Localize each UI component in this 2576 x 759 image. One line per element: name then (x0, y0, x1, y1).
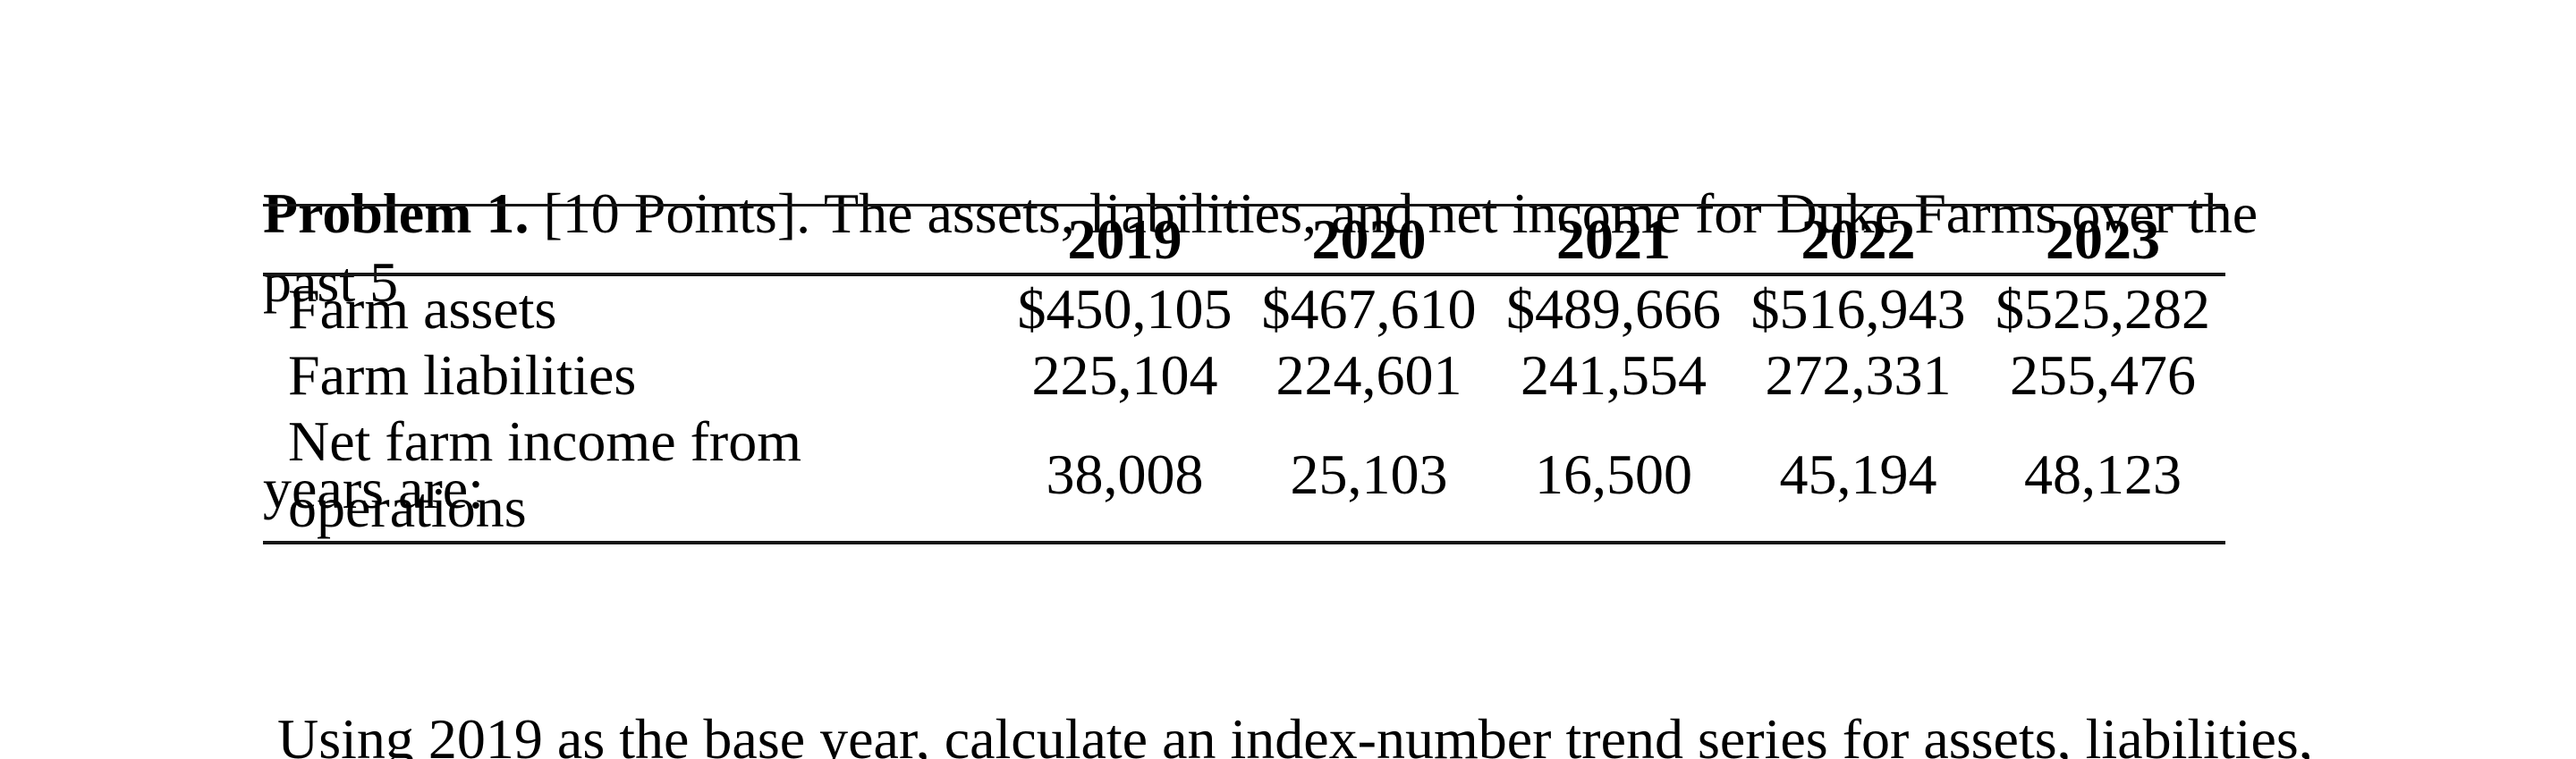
value-cell: 225,104 (1031, 343, 1218, 407)
value-cell: 255,476 (2010, 343, 2196, 407)
year-header-2022: 2022 (1736, 205, 1980, 276)
value-cell: 25,103 (1247, 409, 1491, 544)
farm-financials-table: 2019 2020 2021 2022 2023 Farm assets $45… (263, 204, 2225, 544)
year-header-2021: 2021 (1491, 205, 1736, 276)
value-cell: $467,610 (1261, 277, 1477, 341)
row-label: Farm assets (288, 277, 557, 341)
header-empty-cell (263, 205, 1003, 276)
value-cell: 224,601 (1275, 343, 1462, 407)
value-cell: $450,105 (1017, 277, 1233, 341)
year-header-2023: 2023 (1980, 205, 2225, 276)
table-row-net-farm-income: Net farm income from operations 38,008 2… (263, 409, 2225, 544)
table-row-farm-liabilities: Farm liabilities 225,104 224,601 241,554… (263, 342, 2225, 409)
value-cell: 272,331 (1765, 343, 1952, 407)
value-cell: $516,943 (1750, 277, 1966, 341)
value-cell: 38,008 (1003, 409, 1247, 544)
row-label: Farm liabilities (288, 343, 637, 407)
value-cell: 241,554 (1521, 343, 1707, 407)
table-row-farm-assets: Farm assets $450,105 $467,610 $489,666 $… (263, 274, 2225, 342)
row-label: Net farm income from operations (263, 409, 1003, 544)
value-cell: 48,123 (1980, 409, 2225, 544)
year-header-2020: 2020 (1247, 205, 1491, 276)
value-cell: 45,194 (1736, 409, 1980, 544)
instruction-line-1: Using 2019 as the base year, calculate a… (277, 707, 2313, 759)
value-cell: $525,282 (1996, 277, 2210, 341)
year-header-2019: 2019 (1003, 205, 1247, 276)
instruction-paragraph: Using 2019 as the base year, calculate a… (263, 567, 2320, 759)
value-cell: $489,666 (1506, 277, 1721, 341)
value-cell: 16,500 (1491, 409, 1736, 544)
table-header-row: 2019 2020 2021 2022 2023 (263, 205, 2225, 276)
